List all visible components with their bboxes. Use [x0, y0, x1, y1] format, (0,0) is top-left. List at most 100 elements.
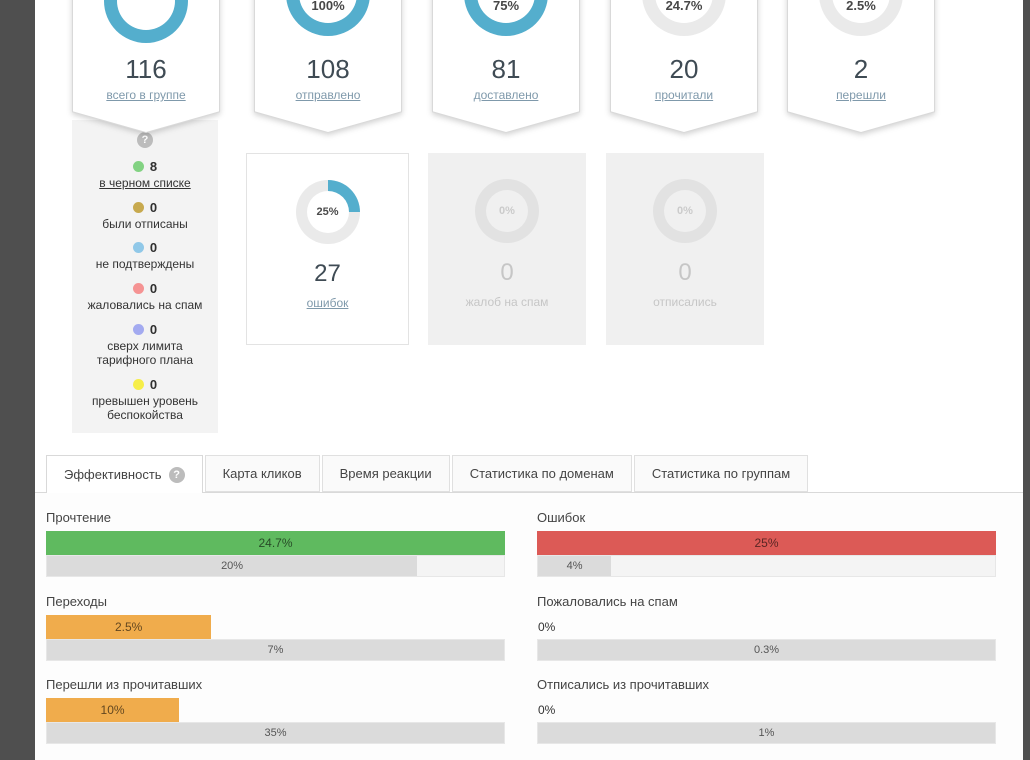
legend-dot: [132, 161, 144, 172]
stat-link-delivered[interactable]: доставлено: [473, 88, 539, 102]
tab-reaction-time[interactable]: Время реакции: [321, 455, 450, 492]
value-bar-fill: 2.5%: [46, 615, 212, 639]
percent-label: 0%: [677, 205, 693, 217]
average-bar-fill: 0.3%: [538, 640, 995, 660]
average-bar: 7%: [46, 639, 505, 661]
bar-title: Отписались из прочитавших: [537, 677, 710, 692]
tab-label: Эффективность: [64, 467, 162, 482]
value-bar-label: 0%: [538, 620, 556, 634]
stat-label-unsubscribed: отписались: [653, 295, 717, 309]
help-icon[interactable]: ?: [168, 466, 185, 483]
legend-item-over-limit: 0 сверх лимита тарифного плана: [72, 322, 218, 368]
percent-label: 0%: [499, 205, 515, 217]
value-bar-label: 0%: [538, 703, 556, 717]
value-bar-fill: 24.7%: [46, 531, 505, 555]
left-edge-strip: [0, 0, 35, 760]
value-bar: 24.7%: [46, 531, 505, 555]
stat-link-sent[interactable]: отправлено: [295, 88, 361, 102]
average-bar-fill: 20%: [47, 556, 418, 576]
average-bar-label: 35%: [264, 727, 287, 739]
legend-label: сверх лимита тарифного плана: [96, 338, 194, 368]
stat-card-clicked: 2.5% 2 перешли: [787, 0, 935, 133]
stat-card-sent: 100% 108 отправлено: [254, 0, 402, 133]
legend-label: были отписаны: [102, 216, 188, 231]
average-bar-label: 1%: [758, 727, 775, 739]
percent-label: 2.5%: [846, 0, 876, 13]
stat-value: 27: [314, 260, 341, 287]
legend-value: 0: [149, 376, 158, 392]
tab-group-stats[interactable]: Статистика по группам: [633, 455, 809, 492]
average-bar: 0.3%: [537, 639, 996, 661]
value-bar-label: 2.5%: [114, 620, 143, 634]
right-edge-strip: [1023, 0, 1030, 760]
average-bar-fill: 1%: [538, 723, 995, 743]
tab-label: Статистика по доменам: [469, 466, 614, 481]
secondary-card-unsubscribed: 0% 0 отписались: [606, 153, 764, 345]
legend-value: 0: [149, 280, 158, 296]
stat-value: 108: [306, 54, 350, 84]
stat-label-spam-complaints: жалоб на спам: [465, 295, 549, 309]
legend-value: 8: [149, 159, 158, 174]
stat-value: 116: [125, 54, 167, 84]
average-bar-label: 4%: [566, 560, 583, 572]
legend-label: превышен уровень беспокойства: [91, 393, 199, 423]
legend-dot: [132, 201, 144, 213]
bar-title: Переходы: [46, 594, 107, 609]
legend-panel: ? 8 в черном списке 0 были отписаны 0 не…: [72, 120, 218, 433]
bar-title: Ошибок: [537, 510, 586, 525]
average-bar: 1%: [537, 722, 996, 744]
bar-group-clicks-from-read: Перешли из прочитавших 10% 35%: [46, 677, 505, 744]
legend-item-spam-complaint: 0 жаловались на спам: [72, 281, 218, 313]
stat-card-delivered: 75% 81 доставлено: [432, 0, 580, 133]
bar-title: Перешли из прочитавших: [46, 677, 203, 692]
legend-item-unsubscribed: 0 были отписаны: [72, 200, 218, 232]
stat-link-errors[interactable]: ошибок: [306, 296, 349, 310]
value-bar-fill: 25%: [537, 531, 996, 555]
stat-card-total: 116 всего в группе: [72, 0, 220, 133]
tab-label: Карта кликов: [222, 466, 302, 481]
value-bar-label: 25%: [754, 536, 779, 550]
stat-card-read: 24.7% 20 прочитали: [610, 0, 758, 133]
secondary-card-spam-complaints: 0% 0 жалоб на спам: [428, 153, 586, 345]
tab-click-map[interactable]: Карта кликов: [204, 455, 320, 492]
tabs-divider-line: [35, 492, 1023, 493]
stat-value: 2: [853, 54, 869, 84]
average-bar-label: 20%: [221, 560, 244, 572]
average-bar-label: 7%: [267, 644, 284, 656]
tab-label: Время реакции: [339, 466, 432, 481]
legend-label: жаловались на спам: [87, 297, 203, 312]
tab-label: Статистика по группам: [651, 466, 791, 481]
bar-group-errors: Ошибок 25% 4%: [537, 510, 996, 577]
legend-value: 0: [149, 321, 158, 337]
legend-value: 0: [149, 240, 158, 256]
legend-label-blacklist-link[interactable]: в черном списке: [99, 176, 191, 190]
bar-group-clicks: Переходы 2.5% 7%: [46, 594, 505, 661]
donut-chart-unsubscribed: 0%: [653, 179, 717, 243]
value-bar-label: 10%: [100, 703, 125, 717]
legend-dot: [132, 378, 144, 390]
value-bar: 2.5%: [46, 615, 505, 639]
stat-link-clicked[interactable]: перешли: [836, 88, 886, 102]
tab-effectiveness[interactable]: Эффективность ?: [46, 455, 203, 493]
stat-value: 0: [678, 259, 692, 286]
percent-label: 24.7%: [665, 0, 703, 13]
stat-link-read[interactable]: прочитали: [654, 88, 714, 102]
stat-value: 0: [500, 259, 514, 286]
legend-item-unconfirmed: 0 не подтверждены: [72, 240, 218, 272]
bar-title: Пожаловались на спам: [537, 594, 678, 609]
value-bar: 0%: [537, 698, 996, 722]
stat-link-total-in-group[interactable]: всего в группе: [106, 88, 186, 102]
average-bar-fill: 7%: [47, 640, 504, 660]
percent-label: 25%: [316, 206, 339, 218]
stats-tabs: Эффективность ? Карта кликов Время реакц…: [46, 455, 809, 493]
donut-chart-total: [104, 0, 188, 43]
value-bar-fill: 10%: [46, 698, 180, 722]
percent-label: 100%: [311, 0, 345, 13]
bar-group-spam-complaints: Пожаловались на спам 0% 0.3%: [537, 594, 996, 661]
legend-label: не подтверждены: [95, 257, 195, 272]
secondary-card-errors: 25% 27 ошибок: [246, 153, 409, 345]
help-icon[interactable]: ?: [137, 132, 153, 148]
tab-domain-stats[interactable]: Статистика по доменам: [451, 455, 632, 492]
donut-chart-spam-complaints: 0%: [475, 179, 539, 243]
donut-chart-errors: 25%: [295, 180, 360, 244]
